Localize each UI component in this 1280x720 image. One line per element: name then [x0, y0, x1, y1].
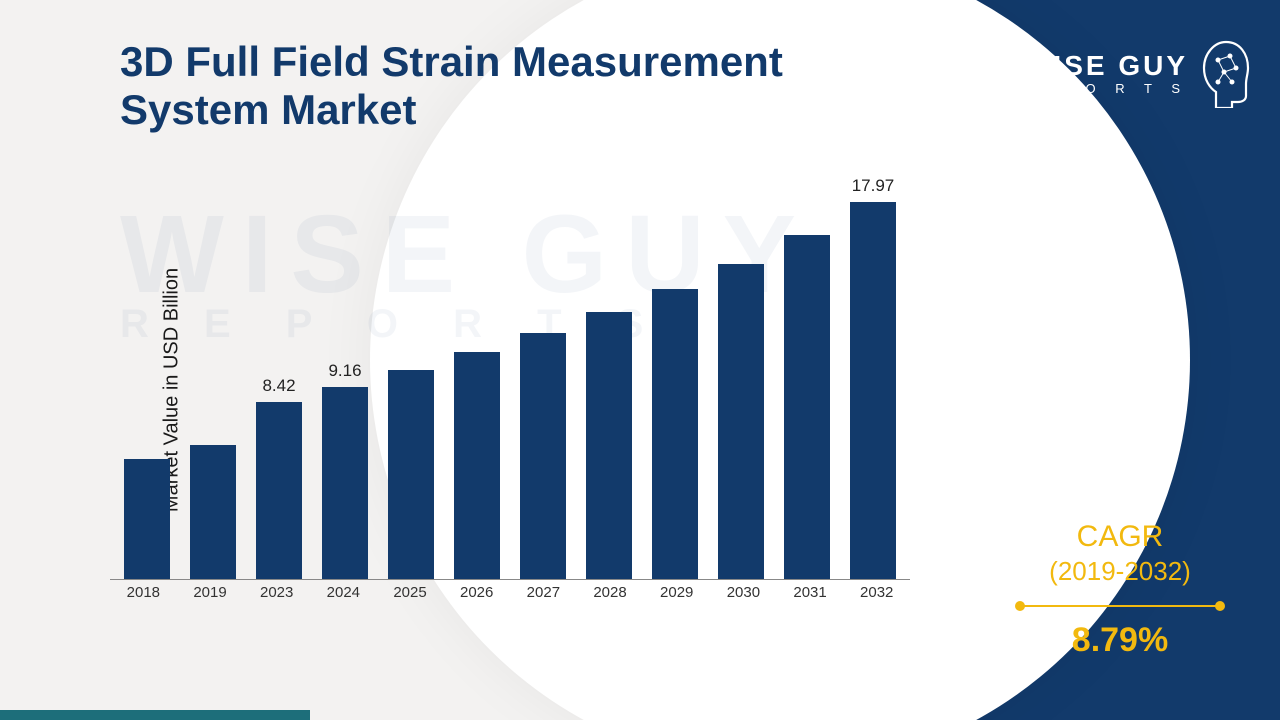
- bar: [850, 202, 896, 579]
- cagr-divider: [1020, 605, 1220, 607]
- bar-wrap: [510, 160, 576, 579]
- x-labels-container: 2018201920232024202520262027202820292030…: [110, 584, 910, 601]
- page-root: WISE GUY R E P O R T S 3D Full Field Str…: [0, 0, 1280, 720]
- x-axis-label: 2019: [177, 584, 244, 601]
- bar-wrap: [114, 160, 180, 579]
- x-axis-label: 2025: [377, 584, 444, 601]
- bar-value-label: 9.16: [328, 361, 361, 381]
- bar-wrap: [444, 160, 510, 579]
- x-axis-label: 2031: [777, 584, 844, 601]
- cagr-label: CAGR: [990, 520, 1250, 554]
- bar: [322, 387, 368, 579]
- bar-wrap: 8.42: [246, 160, 312, 579]
- bar-wrap: 17.97: [840, 160, 906, 579]
- brand-logo-text: WISE GUY R E P O R T S: [1000, 52, 1188, 95]
- x-axis-label: 2032: [843, 584, 910, 601]
- cagr-block: CAGR (2019-2032) 8.79%: [990, 520, 1250, 660]
- bar: [388, 370, 434, 579]
- brand-logo-sub: R E P O R T S: [1000, 82, 1188, 95]
- brand-logo: WISE GUY R E P O R T S: [1000, 38, 1252, 108]
- bar: [784, 235, 830, 579]
- bar-value-label: 8.42: [262, 376, 295, 396]
- bar: [454, 352, 500, 579]
- bar-wrap: [642, 160, 708, 579]
- brand-logo-main: WISE GUY: [1024, 52, 1188, 80]
- bar-wrap: [708, 160, 774, 579]
- bar: [256, 402, 302, 579]
- x-axis-label: 2024: [310, 584, 377, 601]
- bar-value-label: 17.97: [852, 176, 895, 196]
- x-axis-label: 2027: [510, 584, 577, 601]
- bar-wrap: [180, 160, 246, 579]
- bar-chart: Market Value in USD Billion 8.429.1617.9…: [100, 160, 920, 620]
- x-axis-label: 2030: [710, 584, 777, 601]
- x-axis-label: 2029: [643, 584, 710, 601]
- chart-plot: 8.42 9.16 17.97: [110, 160, 910, 580]
- bar: [190, 445, 236, 579]
- cagr-period: (2019-2032): [990, 556, 1250, 587]
- bar: [520, 333, 566, 579]
- page-title: 3D Full Field Strain Measurement System …: [120, 38, 820, 135]
- bottom-stripe: [0, 710, 310, 720]
- x-axis-label: 2023: [243, 584, 310, 601]
- bar-wrap: [576, 160, 642, 579]
- x-axis-label: 2028: [577, 584, 644, 601]
- bar: [586, 312, 632, 579]
- bar: [124, 459, 170, 579]
- head-icon: [1196, 38, 1252, 108]
- bar-wrap: [378, 160, 444, 579]
- bar-wrap: 9.16: [312, 160, 378, 579]
- cagr-value: 8.79%: [990, 621, 1250, 660]
- bar: [652, 289, 698, 579]
- bar-wrap: [774, 160, 840, 579]
- bars-container: 8.42 9.16 17.97: [110, 160, 910, 579]
- x-axis-label: 2026: [443, 584, 510, 601]
- bar: [718, 264, 764, 579]
- x-axis-label: 2018: [110, 584, 177, 601]
